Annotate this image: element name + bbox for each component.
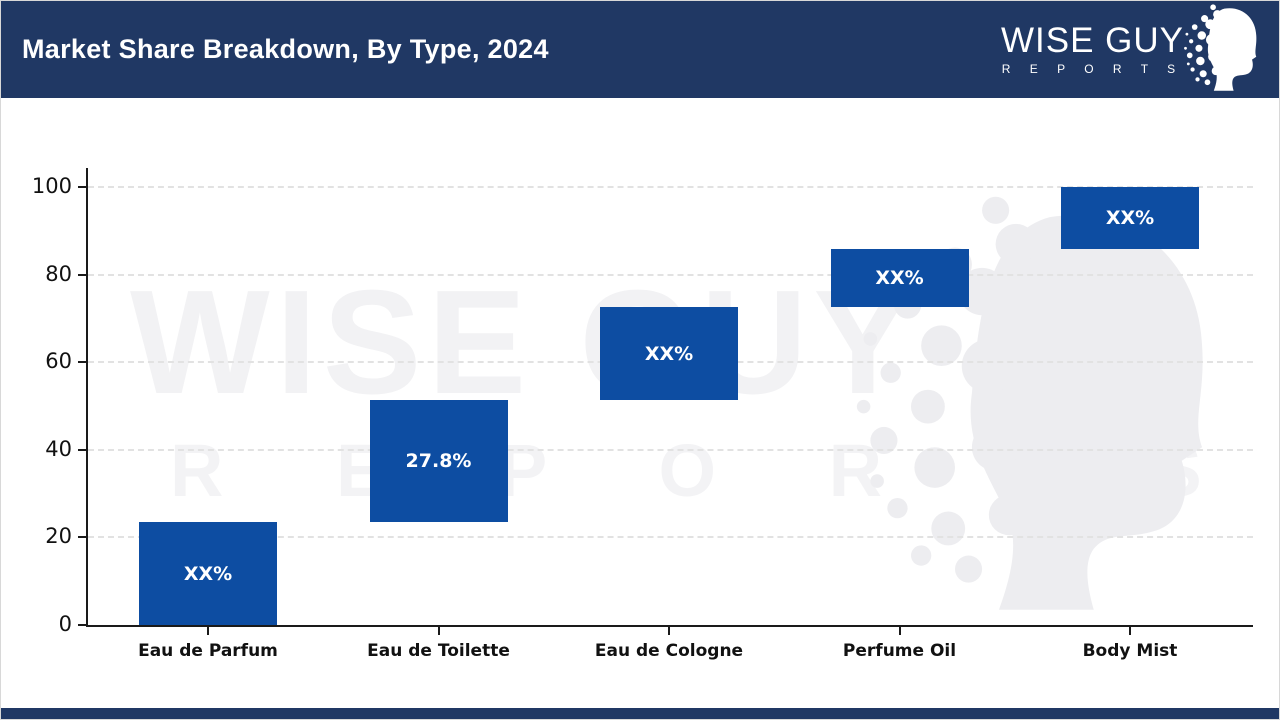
y-tick-40 [78,449,88,451]
y-tick-label-0: 0 [58,612,72,636]
y-tick-0 [78,624,88,626]
watermark-dotted-head-profile-icon [856,196,1203,610]
gridline-40 [88,449,1253,451]
page-title: Market Share Breakdown, By Type, 2024 [22,33,549,64]
y-tick-label-40: 40 [45,437,72,461]
x-tick-0 [207,627,209,635]
bar-3-label: XX% [875,267,924,289]
y-tick-20 [78,536,88,538]
bar-2: XX% [600,307,738,400]
x-tick-2 [668,627,670,635]
bar-4-label: XX% [1105,207,1155,229]
gridline-20 [88,536,1253,538]
bar-0: XX% [139,522,277,625]
x-tick-1 [437,627,440,635]
bar-3: XX% [830,249,969,307]
bar-2-label: XX% [644,342,694,365]
y-tick-label-80: 80 [45,262,72,286]
header: Market Share Breakdown, By Type, 2024 WI… [0,0,1280,98]
brand-subtitle: R E P O R T S [1001,62,1184,76]
x-category-label-3: Perfume Oil [842,641,957,661]
watermark-wise-guy-text: WISE GUY [130,260,919,425]
y-tick-100 [78,186,88,188]
brand-logo: WISE GUY R E P O R T S [1001,3,1268,95]
y-tick-label-20: 20 [45,524,72,548]
gridline-80 [88,274,1253,276]
x-category-label-2: Eau de Cologne [594,641,744,661]
x-tick-3 [898,627,901,635]
y-tick-80 [78,274,88,276]
x-category-label-0: Eau de Parfum [138,641,278,661]
x-category-label-4: Body Mist [1082,641,1178,661]
y-axis-line [86,168,88,627]
brand-logo-text: WISE GUY R E P O R T S [1001,23,1184,75]
x-axis-line [86,625,1253,627]
footer-bar [0,708,1280,720]
brand-name: WISE GUY [1000,21,1184,60]
bar-0-label: XX% [183,562,233,585]
gridline-100 [88,186,1253,188]
x-category-label-1: Eau de Toilette [367,641,510,661]
y-tick-label-100: 100 [31,174,72,198]
y-tick-label-60: 60 [45,349,72,373]
bar-4: XX% [1061,187,1199,249]
bar-1: 27.8% [369,400,508,522]
x-tick-4 [1129,627,1131,635]
y-tick-60 [78,361,88,363]
bar-1-label: 27.8% [405,450,472,472]
dotted-head-profile-icon [1184,4,1257,91]
